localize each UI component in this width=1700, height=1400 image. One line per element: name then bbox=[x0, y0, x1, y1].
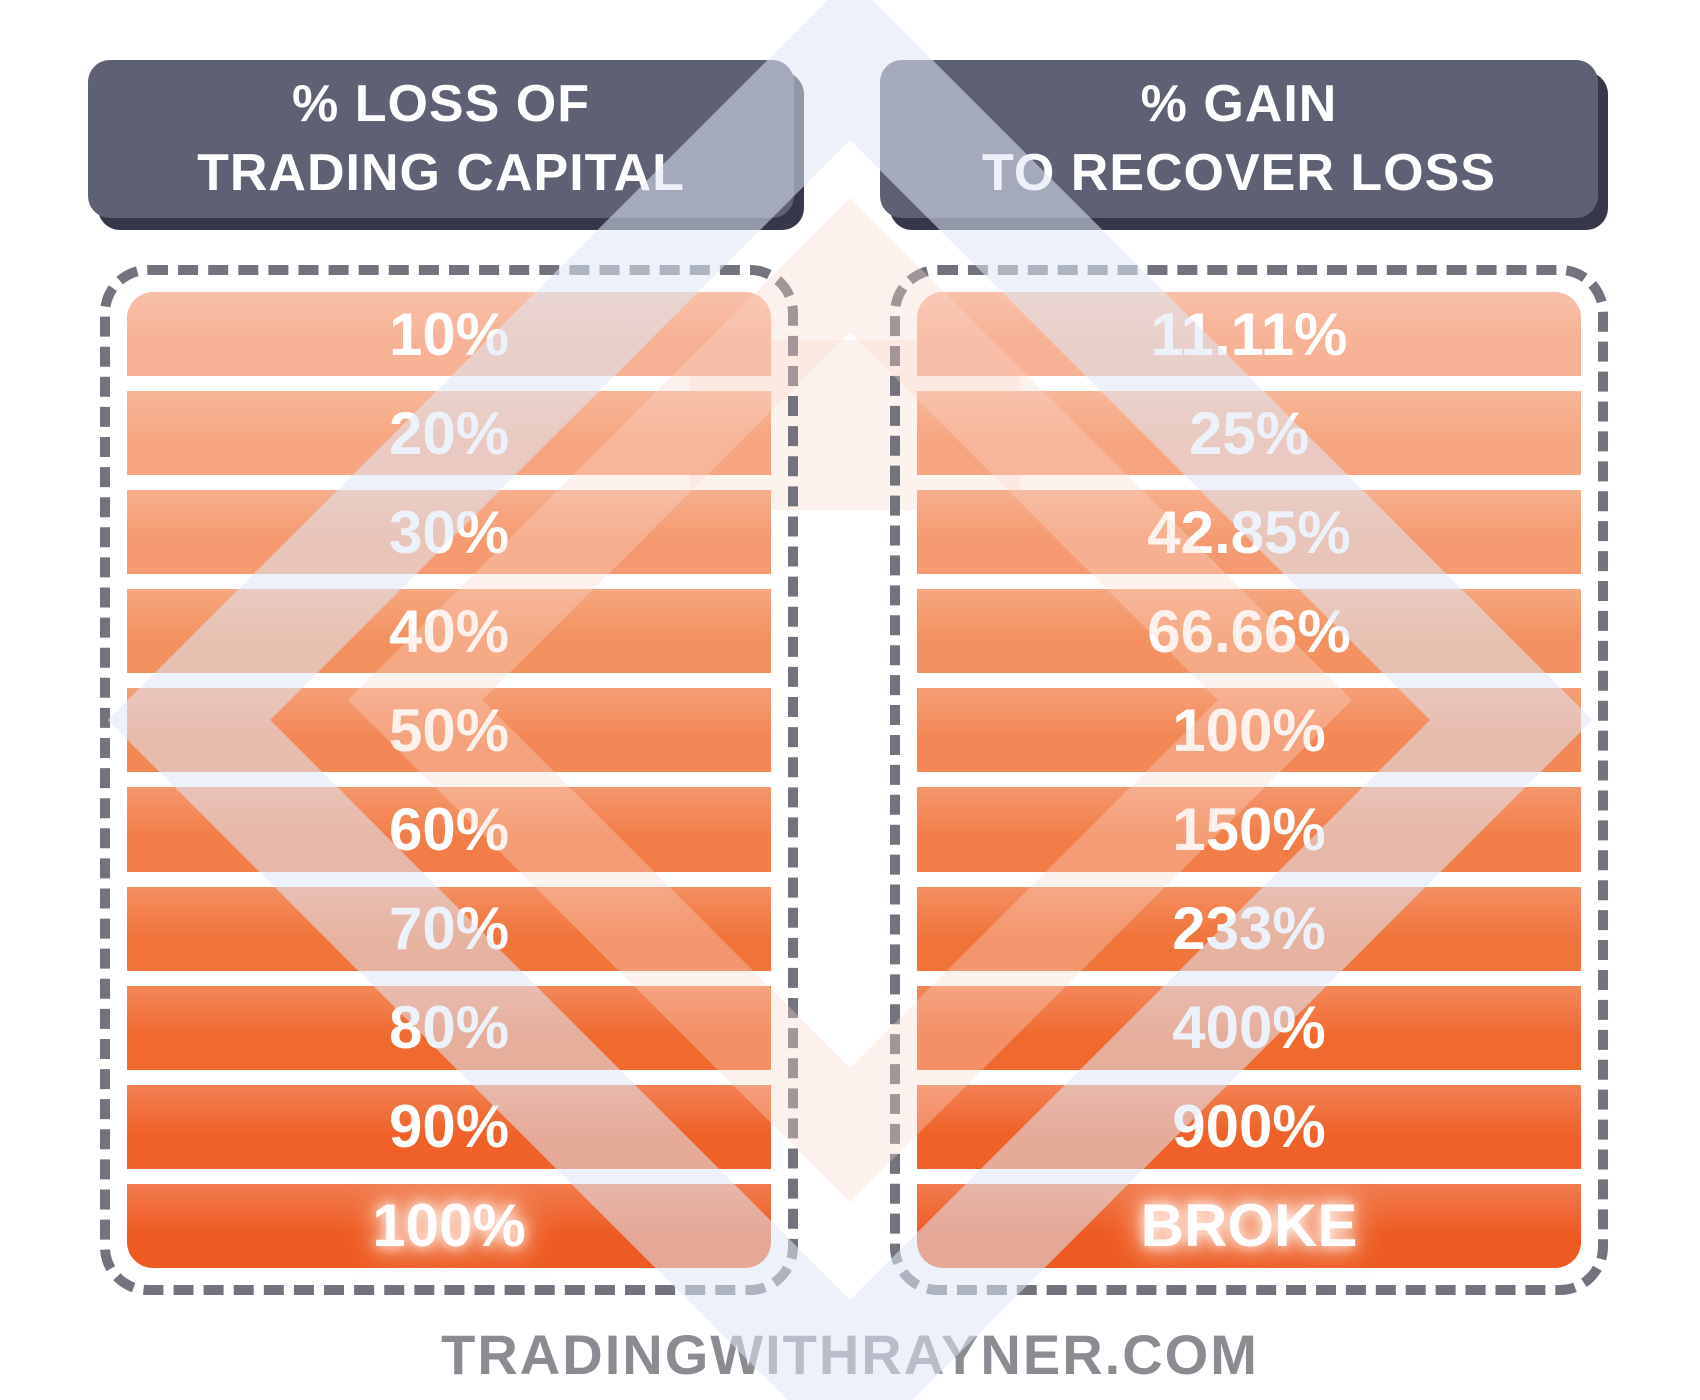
gain-row: 66.66% bbox=[917, 589, 1581, 674]
gain-value: 100% bbox=[1172, 696, 1326, 764]
loss-value: 80% bbox=[388, 994, 510, 1062]
gain-row: 150% bbox=[917, 787, 1581, 872]
loss-row: 20% bbox=[127, 391, 771, 476]
loss-value: 20% bbox=[388, 399, 510, 467]
gain-header: % GAIN TO RECOVER LOSS bbox=[880, 60, 1598, 218]
gain-panel: 11.11% 25% 42.85% 66.66% 100% 150% 233% 400% 900… bbox=[890, 265, 1608, 1295]
loss-row: 100% bbox=[127, 1183, 771, 1268]
loss-row: 50% bbox=[127, 688, 771, 773]
gain-value: 150% bbox=[1172, 796, 1326, 864]
gain-value: 66.66% bbox=[1147, 597, 1351, 665]
gain-value: 233% bbox=[1172, 895, 1326, 963]
gain-header-line1: % GAIN bbox=[1140, 75, 1338, 134]
loss-header-line1: % LOSS OF bbox=[292, 75, 590, 134]
gain-row: 25% bbox=[917, 391, 1581, 476]
loss-value: 60% bbox=[388, 796, 510, 864]
loss-row: 90% bbox=[127, 1084, 771, 1169]
loss-panel: 10% 20% 30% 40% 50% 60% 70% 80% 90% 100% bbox=[100, 265, 798, 1295]
loss-row: 40% bbox=[127, 589, 771, 674]
loss-header-line2: TRADING CAPITAL bbox=[197, 144, 685, 202]
loss-row: 80% bbox=[127, 985, 771, 1070]
loss-value: 10% bbox=[388, 300, 510, 368]
gain-value: 11.11% bbox=[1150, 300, 1348, 368]
loss-value: 90% bbox=[388, 1093, 510, 1161]
gain-row: 233% bbox=[917, 886, 1581, 971]
gain-row: 100% bbox=[917, 688, 1581, 773]
loss-value: 50% bbox=[388, 696, 510, 764]
loss-value: 70% bbox=[388, 895, 510, 963]
gain-value: 400% bbox=[1172, 994, 1326, 1062]
loss-header: % LOSS OF TRADING CAPITAL bbox=[88, 60, 794, 218]
gain-row: 42.85% bbox=[917, 490, 1581, 575]
loss-row: 60% bbox=[127, 787, 771, 872]
gain-value: 42.85% bbox=[1147, 498, 1351, 566]
gain-value: 900% bbox=[1172, 1093, 1326, 1161]
site-footer: TRADINGWITHRAYNER.COM bbox=[441, 1323, 1259, 1386]
gain-row: 900% bbox=[917, 1084, 1581, 1169]
loss-row: 70% bbox=[127, 886, 771, 971]
loss-value: 100% bbox=[372, 1192, 526, 1260]
gain-value: 25% bbox=[1188, 399, 1310, 467]
gain-row: 11.11% bbox=[917, 292, 1581, 377]
gain-row: BROKE bbox=[917, 1183, 1581, 1268]
gain-row: 400% bbox=[917, 985, 1581, 1070]
loss-value: 40% bbox=[388, 597, 510, 665]
loss-value: 30% bbox=[388, 498, 510, 566]
gain-value: BROKE bbox=[1140, 1192, 1358, 1260]
gain-header-line2: TO RECOVER LOSS bbox=[982, 144, 1496, 202]
loss-row: 30% bbox=[127, 490, 771, 575]
loss-row: 10% bbox=[127, 292, 771, 377]
